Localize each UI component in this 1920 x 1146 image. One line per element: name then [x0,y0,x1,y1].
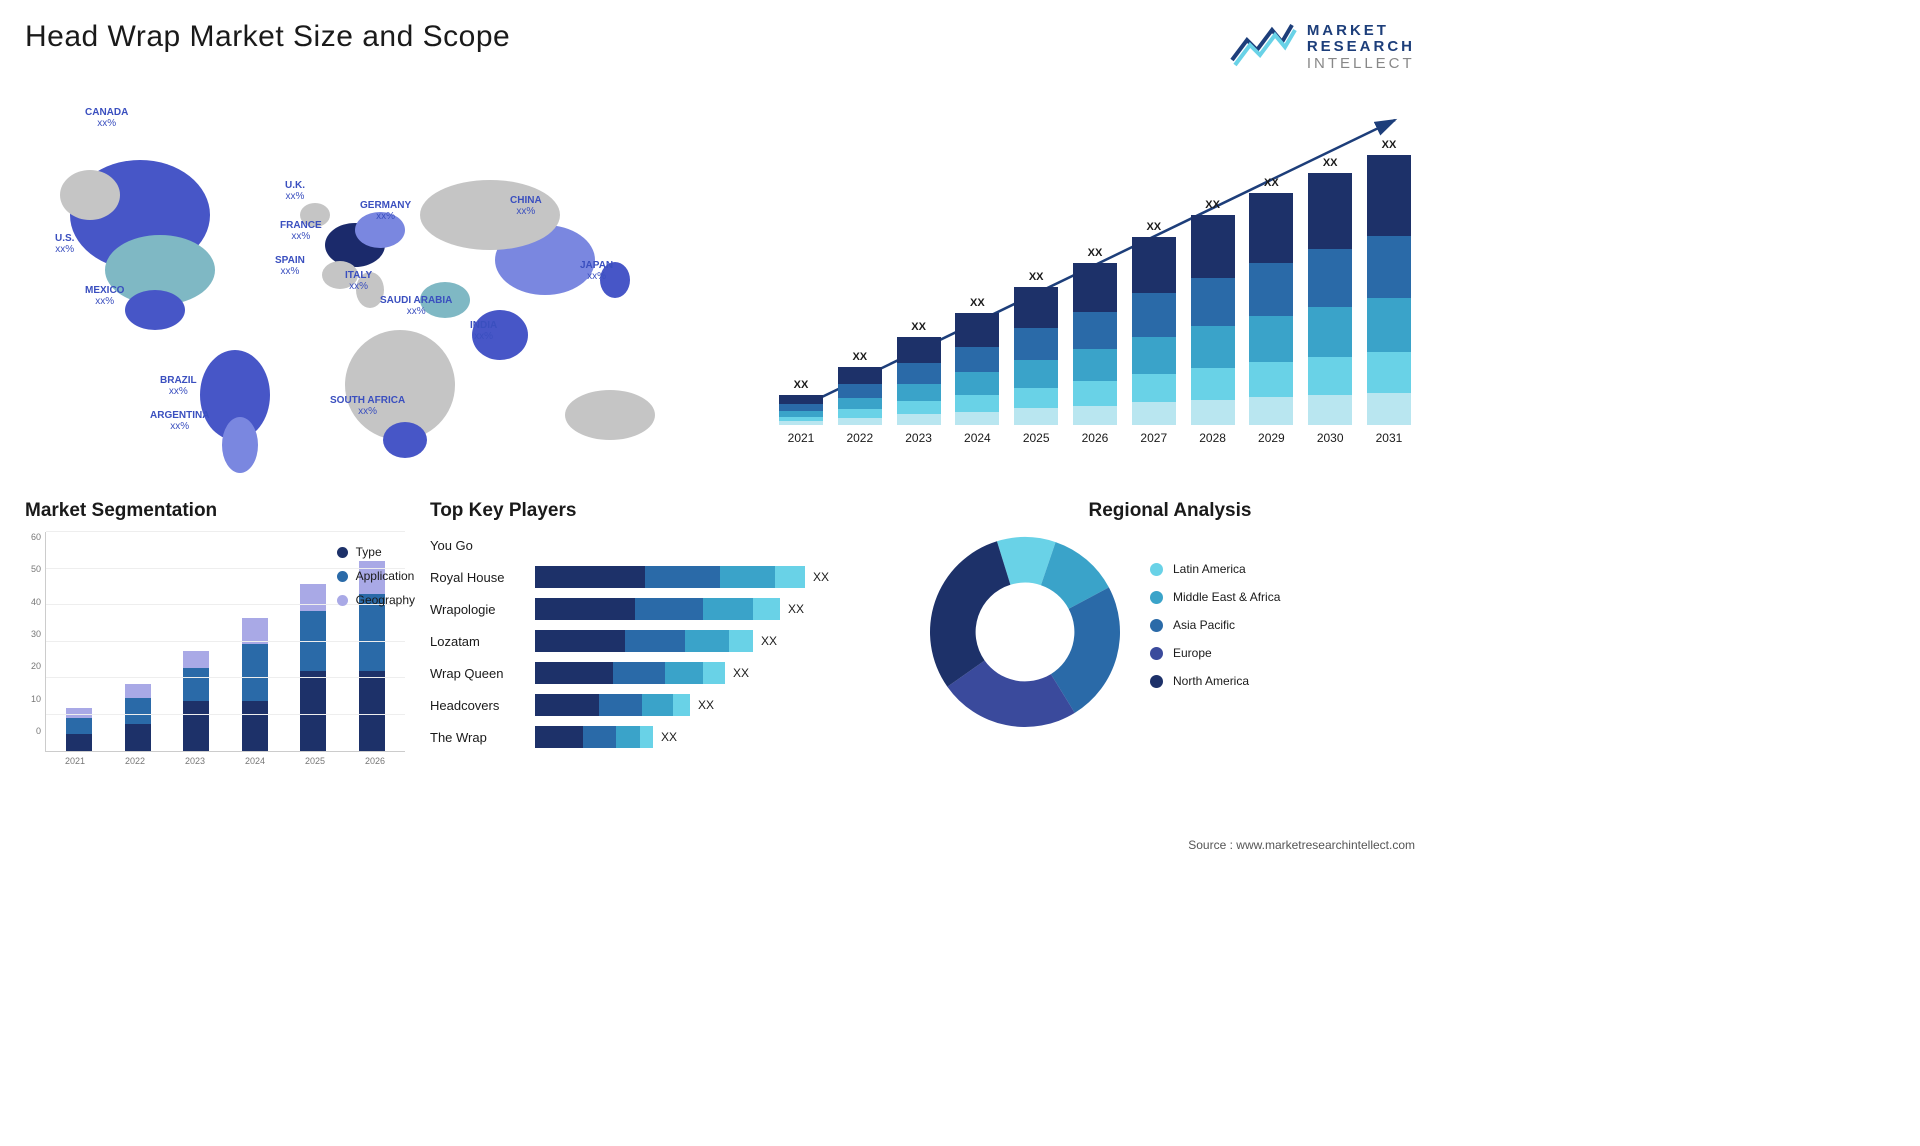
legend-item: North America [1150,674,1280,688]
map-label: ITALYxx% [345,270,372,292]
map-label: FRANCExx% [280,220,322,242]
key-players-chart: Top Key Players You Go Royal House XX Wr… [430,500,900,780]
growth-bar: XX 2027 [1128,221,1180,445]
map-label: CANADAxx% [85,107,128,129]
segmentation-bar [125,684,151,751]
brand-logo: MARKET RESEARCH INTELLECT [1227,20,1415,75]
map-label: SPAINxx% [275,255,305,277]
segmentation-bar [242,618,268,751]
regional-title: Regional Analysis [925,500,1415,522]
world-map: CANADAxx% U.S.xx% MEXICOxx% BRAZILxx% ARGENT… [25,85,735,475]
legend-item: Type [337,545,415,559]
growth-bar: XX 2026 [1069,247,1121,445]
segmentation-bar [300,584,326,751]
map-label: U.K.xx% [285,180,305,202]
segmentation-title: Market Segmentation [25,500,405,522]
logo-text-1: MARKET [1307,23,1415,40]
growth-bar: XX 2024 [951,297,1003,445]
map-label: MEXICOxx% [85,285,124,307]
player-row: Headcovers XX [430,692,900,718]
map-label: ARGENTINAxx% [150,410,209,432]
map-label: U.S.xx% [55,233,74,255]
player-row: Wrap Queen XX [430,660,900,686]
growth-bar: XX 2028 [1187,199,1239,445]
legend-item: Europe [1150,646,1280,660]
map-label: CHINAxx% [510,195,542,217]
player-row: Lozatam XX [430,628,900,654]
player-row: Royal House XX [430,564,900,590]
growth-bar: XX 2031 [1363,139,1415,445]
legend-item: Geography [337,593,415,607]
key-players-title: Top Key Players [430,500,900,522]
legend-item: Middle East & Africa [1150,590,1280,604]
map-label: JAPANxx% [580,260,613,282]
growth-bar: XX 2023 [893,321,945,445]
map-label: GERMANYxx% [360,200,411,222]
logo-text-3: INTELLECT [1307,56,1415,73]
growth-chart: XX 2021 XX 2022 XX 2023 XX 2024 XX 2025 … [775,85,1415,475]
player-row: The Wrap XX [430,724,900,750]
growth-bar: XX 2030 [1304,157,1356,445]
page-title: Head Wrap Market Size and Scope [25,20,510,54]
legend-item: Latin America [1150,562,1280,576]
growth-bar: XX 2021 [775,379,827,445]
player-row: Wrapologie XX [430,596,900,622]
logo-icon [1227,20,1297,75]
map-label: SOUTH AFRICAxx% [330,395,405,417]
source-attribution: Source : www.marketresearchintellect.com [1188,838,1415,852]
player-row: You Go [430,532,900,558]
regional-analysis: Regional Analysis Latin America Middle Ea… [925,500,1415,780]
growth-bar: XX 2029 [1245,177,1297,445]
legend-item: Asia Pacific [1150,618,1280,632]
growth-bar: XX 2022 [834,351,886,445]
segmentation-bar [183,651,209,751]
segmentation-chart: Market Segmentation 6050403020100 202120… [25,500,405,780]
legend-item: Application [337,569,415,583]
map-label: BRAZILxx% [160,375,197,397]
map-label: SAUDI ARABIAxx% [380,295,452,317]
logo-text-2: RESEARCH [1307,39,1415,56]
map-label: INDIAxx% [470,320,497,342]
growth-bar: XX 2025 [1010,271,1062,445]
